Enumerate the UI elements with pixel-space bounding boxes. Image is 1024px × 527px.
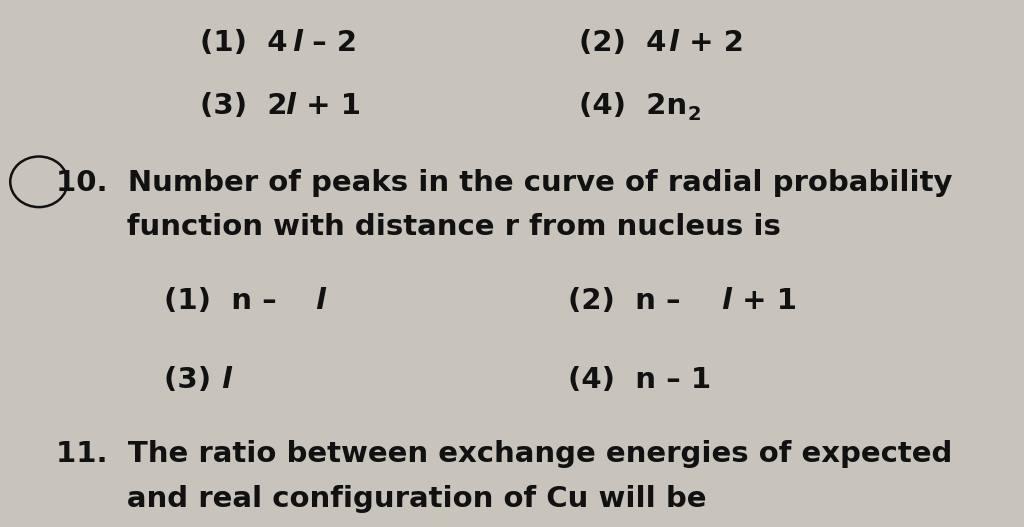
Text: (4)  n – 1: (4) n – 1 <box>568 366 712 394</box>
Text: 11.  The ratio between exchange energies of expected: 11. The ratio between exchange energies … <box>56 440 952 468</box>
Text: l: l <box>285 92 295 120</box>
Text: and real configuration of Cu will be: and real configuration of Cu will be <box>56 485 707 513</box>
Text: l: l <box>668 29 678 57</box>
Text: (1)  n –: (1) n – <box>164 287 287 315</box>
Text: (1)  4: (1) 4 <box>200 29 287 57</box>
Text: l: l <box>292 29 302 57</box>
Text: (4)  2n: (4) 2n <box>579 92 687 120</box>
Text: (3)  2: (3) 2 <box>200 92 287 120</box>
Text: l: l <box>721 287 731 315</box>
Text: l: l <box>221 366 231 394</box>
Text: + 1: + 1 <box>296 92 360 120</box>
Text: + 1: + 1 <box>732 287 797 315</box>
Text: 10.  Number of peaks in the curve of radial probability: 10. Number of peaks in the curve of radi… <box>56 169 952 197</box>
Text: (2)  n –: (2) n – <box>568 287 691 315</box>
Text: l: l <box>315 287 326 315</box>
Text: (3): (3) <box>164 366 231 394</box>
Text: 2: 2 <box>687 105 700 124</box>
Text: – 2: – 2 <box>302 29 357 57</box>
Text: (2)  4: (2) 4 <box>579 29 666 57</box>
Text: + 2: + 2 <box>679 29 743 57</box>
Text: function with distance r from nucleus is: function with distance r from nucleus is <box>56 213 781 241</box>
